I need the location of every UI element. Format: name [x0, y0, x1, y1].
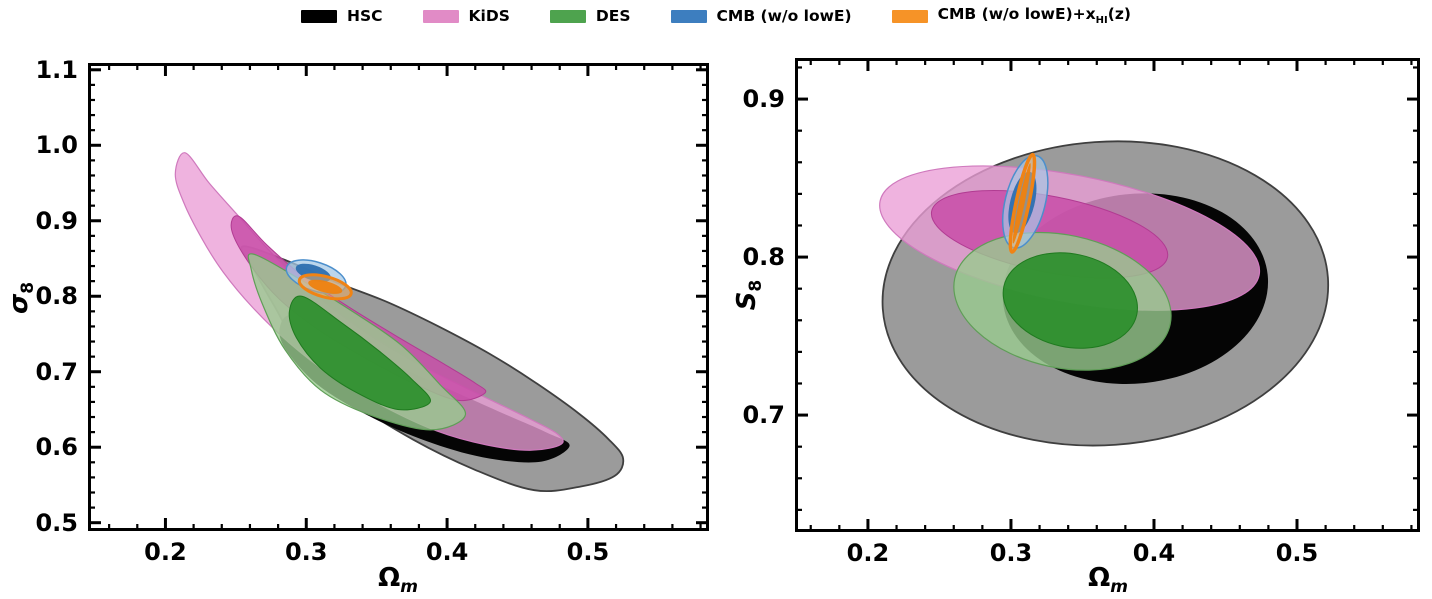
- y-tick-label: 0.8: [35, 282, 78, 311]
- x-tick-label: 0.4: [425, 538, 469, 566]
- label-part: DES: [595, 7, 631, 25]
- right-x-axis-label: Ωm: [1048, 561, 1168, 599]
- label-part: KiDS: [468, 7, 510, 25]
- y-tick-label: 0.6: [35, 433, 78, 462]
- label-part: z: [1114, 5, 1124, 24]
- legend-swatch-des: [549, 9, 586, 23]
- plot-canvas-S8-vs-omegam: [795, 58, 1420, 532]
- legend-swatch-cmb-wo-lowe-xhi: [891, 9, 928, 23]
- y-tick-label: 0.9: [742, 85, 785, 114]
- label-part: HI: [1095, 15, 1108, 27]
- left-plot-sigma8-omegam: 0.2 0.3 0.4 0.5 0.5 0.6 0.7 0.8 0.9 1.0 1.1: [35, 56, 709, 566]
- label-part: σ: [4, 293, 34, 315]
- y-tick-label: 0.5: [35, 508, 78, 537]
- x-tick-label: 0.5: [1275, 539, 1319, 567]
- legend-label-des: DES: [596, 7, 631, 25]
- label-part: x: [1085, 5, 1096, 24]
- legend-label-hsc: HSC: [347, 7, 383, 25]
- label-part: 8: [746, 279, 767, 292]
- label-part: Ω: [1088, 563, 1111, 593]
- legend-label-cmb-wo-lowe: CMB (w/o lowE): [717, 7, 852, 25]
- y-tick-label: 1.0: [35, 131, 78, 160]
- y-tick-label: 1.1: [35, 55, 78, 84]
- y-tick-label: 0.7: [35, 357, 78, 386]
- y-tick-label: 0.9: [35, 206, 78, 235]
- label-part: HSC: [347, 7, 383, 25]
- legend-label-cmb-wo-lowe-xhi: CMB (w/o lowE)+xHI(z): [938, 5, 1131, 26]
- legend-item-cmb-wo-lowe-xhi[interactable]: CMB (w/o lowE)+xHI(z): [891, 5, 1131, 27]
- label-part: m: [1110, 577, 1128, 598]
- legend-item-cmb-wo-lowe[interactable]: CMB (w/o lowE): [670, 7, 852, 25]
- y-tick-label: 0.7: [742, 401, 785, 430]
- label-part: S: [732, 291, 762, 311]
- label-part: CMB (w/o lowE)+: [937, 5, 1086, 24]
- right-plot-S8-omegam: 0.2 0.3 0.4 0.5 0.7 0.8 0.9: [742, 58, 1420, 567]
- axes-frame: [88, 63, 709, 531]
- x-tick-label: 0.3: [284, 538, 328, 566]
- label-part: (: [1107, 5, 1115, 24]
- right-y-axis-label: S8: [730, 263, 770, 327]
- label-part: ): [1123, 5, 1131, 24]
- x-tick-label: 0.2: [144, 538, 187, 566]
- contour-des-68: [288, 295, 431, 411]
- contour-cmb-xhi-68: [1012, 163, 1031, 244]
- legend-label-kids: KiDS: [469, 7, 510, 25]
- legend-swatch-hsc: [301, 9, 338, 23]
- label-part: CMB (w/o lowE): [716, 7, 852, 25]
- y-tick-label: 0.8: [742, 243, 785, 272]
- legend-item-hsc[interactable]: HSC: [301, 7, 383, 25]
- x-tick-label: 0.5: [566, 538, 610, 566]
- label-part: Ω: [378, 563, 401, 593]
- label-part: m: [400, 577, 418, 598]
- legend-swatch-kids: [422, 9, 459, 23]
- legend: HSC KiDS DES CMB (w/o lowE) CMB (w/o lowE)+x…: [0, 3, 1432, 29]
- axes-frame: [795, 58, 1420, 532]
- left-x-axis-label: Ωm: [338, 561, 458, 599]
- label-part: 8: [18, 281, 39, 294]
- contour-cmb-xhi-68: [308, 279, 343, 294]
- legend-item-des[interactable]: DES: [549, 7, 631, 25]
- legend-swatch-cmb-wo-lowe: [670, 9, 707, 23]
- x-tick-label: 0.2: [846, 539, 890, 567]
- left-y-axis-label: σ8: [2, 270, 42, 326]
- x-tick-label: 0.3: [989, 539, 1033, 567]
- legend-item-kids[interactable]: KiDS: [422, 7, 510, 25]
- plot-canvas-sigma8-vs-omegam: [88, 63, 709, 531]
- x-tick-label: 0.4: [1132, 539, 1176, 567]
- contour-des-68: [1002, 252, 1138, 349]
